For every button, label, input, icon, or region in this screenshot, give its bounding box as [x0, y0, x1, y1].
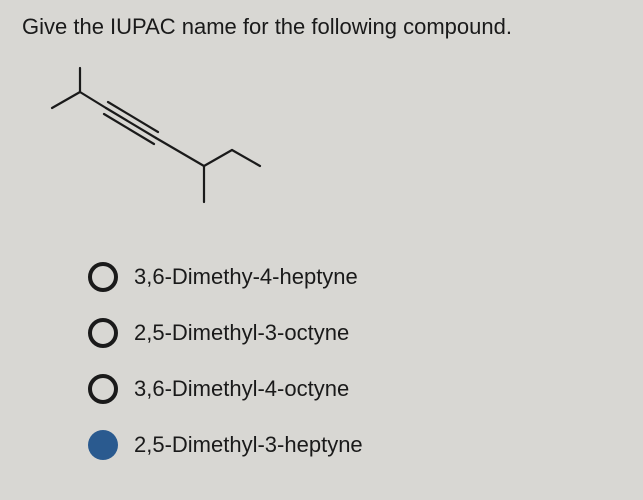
option-label: 3,6-Dimethy-4-heptyne: [134, 264, 358, 290]
structure-svg: [20, 50, 280, 210]
radio-icon: [88, 374, 118, 404]
option-2[interactable]: 3,6-Dimethyl-4-octyne: [88, 374, 363, 404]
option-3[interactable]: 2,5-Dimethyl-3-heptyne: [88, 430, 363, 460]
option-label: 3,6-Dimethyl-4-octyne: [134, 376, 349, 402]
radio-icon: [88, 262, 118, 292]
question-prompt: Give the IUPAC name for the following co…: [22, 14, 512, 40]
option-1[interactable]: 2,5-Dimethyl-3-octyne: [88, 318, 363, 348]
option-label: 2,5-Dimethyl-3-heptyne: [134, 432, 363, 458]
options-group: 3,6-Dimethy-4-heptyne 2,5-Dimethyl-3-oct…: [88, 262, 363, 460]
option-label: 2,5-Dimethyl-3-octyne: [134, 320, 349, 346]
option-0[interactable]: 3,6-Dimethy-4-heptyne: [88, 262, 363, 292]
radio-icon: [88, 430, 118, 460]
chemical-structure: [20, 50, 280, 210]
radio-icon: [88, 318, 118, 348]
